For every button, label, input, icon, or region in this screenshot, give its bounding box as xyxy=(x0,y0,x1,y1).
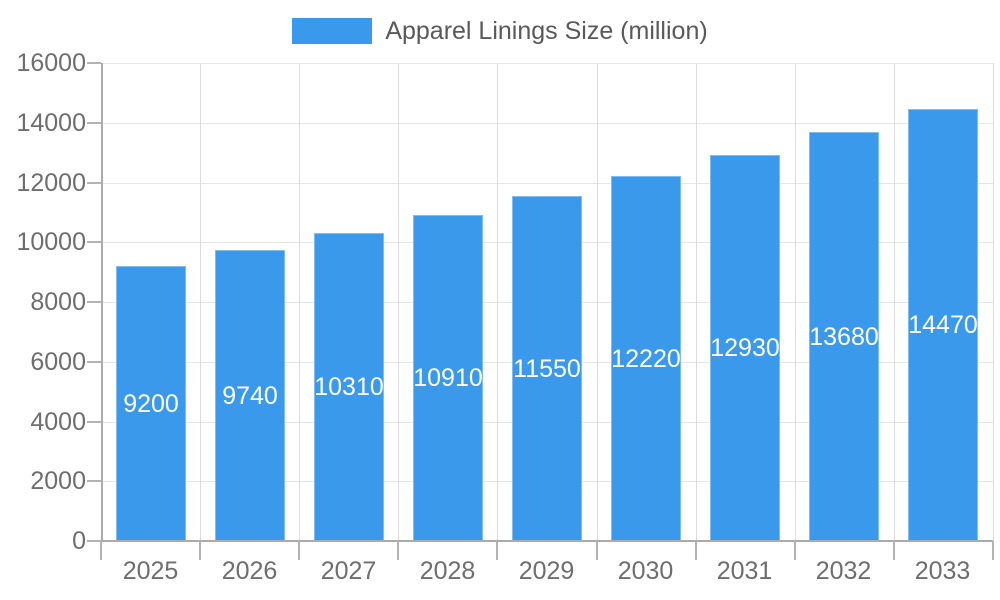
bar-value-label: 12220 xyxy=(611,344,681,373)
bar[interactable]: 9200 xyxy=(116,266,186,541)
legend-label: Apparel Linings Size (million) xyxy=(385,17,708,45)
bar[interactable]: 9740 xyxy=(215,250,285,541)
bar-value-label: 13680 xyxy=(809,322,879,351)
v-gridline xyxy=(497,63,498,541)
y-axis-tick xyxy=(87,241,101,244)
v-gridline xyxy=(993,63,994,541)
x-axis-line xyxy=(101,540,993,542)
y-axis-tick-label: 4000 xyxy=(30,407,86,436)
x-axis-tick-label: 2028 xyxy=(419,557,476,585)
legend[interactable]: Apparel Linings Size (million) xyxy=(0,16,1000,46)
y-axis-tick-label: 6000 xyxy=(30,347,86,376)
x-axis-tick xyxy=(992,541,994,560)
x-axis-tick-label: 2029 xyxy=(518,557,575,585)
x-axis-tick xyxy=(199,541,201,560)
h-gridline xyxy=(101,182,993,184)
bar[interactable]: 12930 xyxy=(710,155,780,541)
y-axis-tick xyxy=(87,360,101,363)
v-gridline xyxy=(200,63,201,541)
v-gridline xyxy=(894,63,895,541)
x-axis-tick-label: 2025 xyxy=(122,557,179,585)
v-gridline xyxy=(597,63,598,541)
y-axis-tick xyxy=(87,121,101,124)
y-axis-tick-label: 0 xyxy=(72,527,86,555)
h-gridline xyxy=(101,63,993,64)
v-gridline xyxy=(398,63,399,541)
x-axis-tick xyxy=(596,541,598,560)
x-axis-tick-label: 2033 xyxy=(914,557,971,585)
x-axis-tick-label: 2026 xyxy=(221,557,278,585)
y-axis-tick xyxy=(87,480,101,483)
y-axis-tick-label: 16000 xyxy=(16,49,86,77)
x-axis-tick xyxy=(100,541,102,560)
v-gridline xyxy=(696,63,697,541)
y-axis-tick-label: 14000 xyxy=(16,108,86,137)
bar-value-label: 11550 xyxy=(513,354,581,383)
y-axis-tick-label: 8000 xyxy=(30,288,86,316)
bar[interactable]: 12220 xyxy=(611,176,681,541)
plot-area: 9200 9740 10310 10910 11550 12220 12930 13680 14… xyxy=(101,63,994,541)
y-axis-line xyxy=(101,63,103,541)
y-axis-tick xyxy=(87,420,101,423)
x-axis-tick xyxy=(496,541,498,560)
x-axis-tick xyxy=(794,541,796,560)
y-axis-tick xyxy=(87,62,101,64)
bar-value-label: 9200 xyxy=(123,389,179,418)
bar-value-label: 14470 xyxy=(908,311,978,339)
y-axis-tick xyxy=(87,181,101,184)
x-axis-tick xyxy=(397,541,399,560)
x-axis-tick xyxy=(893,541,895,560)
y-axis-tick xyxy=(87,301,101,303)
bar-value-label: 12930 xyxy=(710,334,780,362)
y-axis-tick-label: 12000 xyxy=(16,168,86,197)
bar-value-label: 9740 xyxy=(222,381,278,410)
x-axis-tick-label: 2031 xyxy=(716,557,773,585)
legend-swatch xyxy=(292,18,373,44)
h-gridline xyxy=(101,122,993,124)
x-axis-tick-label: 2027 xyxy=(320,557,377,585)
bar[interactable]: 11550 xyxy=(512,196,582,541)
v-gridline xyxy=(795,63,796,541)
bar[interactable]: 10310 xyxy=(314,233,384,541)
bar-value-label: 10310 xyxy=(314,373,384,401)
x-axis-tick xyxy=(695,541,697,560)
bar[interactable]: 10910 xyxy=(413,215,483,541)
bar[interactable]: 14470 xyxy=(908,109,978,541)
bar-value-label: 10910 xyxy=(413,364,483,392)
bar[interactable]: 13680 xyxy=(809,132,879,541)
y-axis-tick-label: 2000 xyxy=(30,467,86,496)
x-axis-tick xyxy=(298,541,300,560)
y-axis-tick-label: 10000 xyxy=(16,228,86,257)
y-axis-tick xyxy=(87,540,101,542)
x-axis-tick-label: 2032 xyxy=(815,557,872,585)
v-gridline xyxy=(299,63,300,541)
x-axis-tick-label: 2030 xyxy=(617,557,674,585)
